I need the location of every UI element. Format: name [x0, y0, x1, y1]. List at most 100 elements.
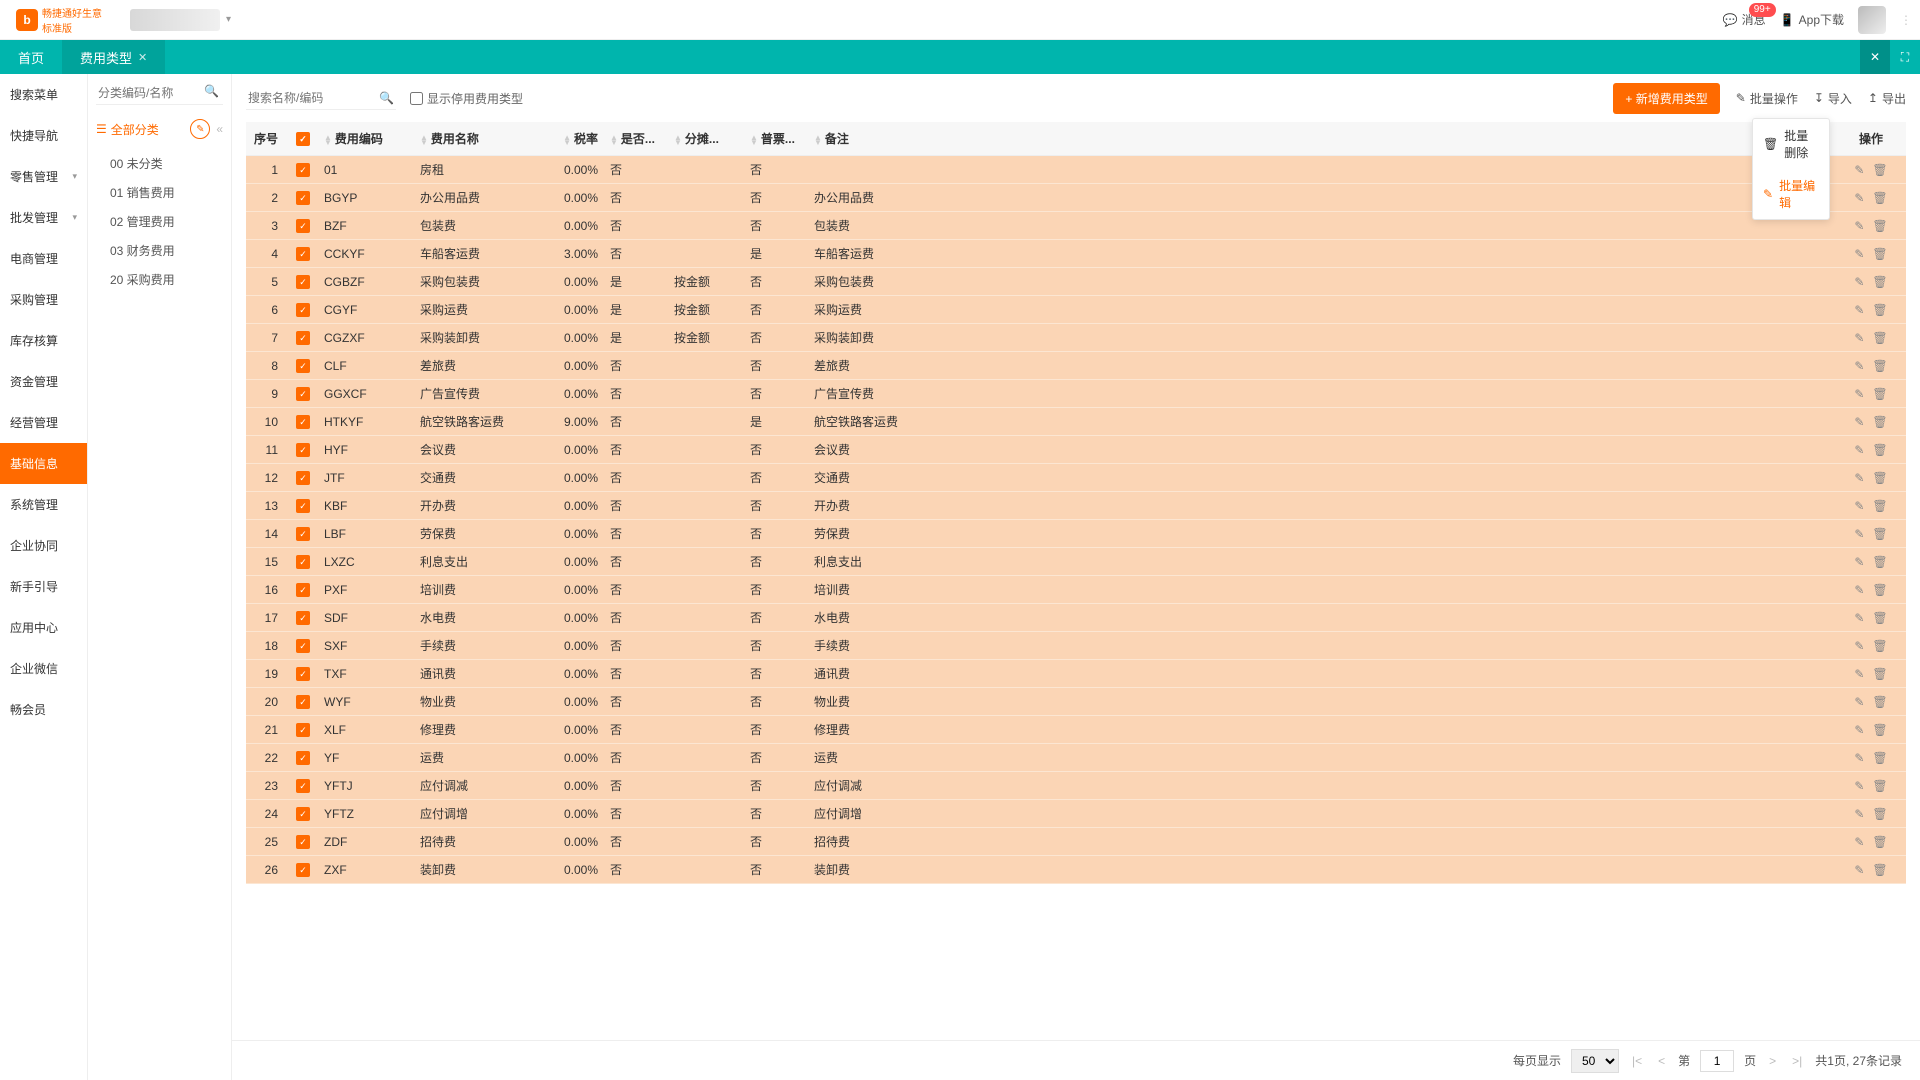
logo[interactable]: b 畅捷通好生意 标准版 — [8, 5, 110, 35]
col-note[interactable]: ▲▼备注 — [808, 122, 1836, 156]
nav-item[interactable]: 搜索菜单 — [0, 74, 87, 115]
edit-icon[interactable]: ✎ — [1854, 219, 1864, 233]
user-menu-icon[interactable]: ⋮ — [1900, 13, 1912, 27]
cell-check[interactable]: ✓ — [288, 156, 318, 184]
show-disabled-input[interactable] — [410, 92, 423, 105]
edit-icon[interactable]: ✎ — [1854, 667, 1864, 681]
nav-item[interactable]: 应用中心 — [0, 607, 87, 648]
delete-icon[interactable]: 🗑 — [1872, 555, 1887, 569]
table-row[interactable]: 21 ✓ XLF 修理费 0.00% 否 否 修理费 ✎🗑 — [246, 716, 1906, 744]
edit-categories-button[interactable]: ✎ — [190, 119, 210, 139]
delete-icon[interactable]: 🗑 — [1872, 751, 1887, 765]
table-row[interactable]: 6 ✓ CGYF 采购运费 0.00% 是 按金额 否 采购运费 ✎🗑 — [246, 296, 1906, 324]
cell-check[interactable]: ✓ — [288, 408, 318, 436]
category-item[interactable]: 20 采购费用 — [88, 265, 231, 294]
cell-check[interactable]: ✓ — [288, 268, 318, 296]
delete-icon[interactable]: 🗑 — [1872, 779, 1887, 793]
edit-icon[interactable]: ✎ — [1854, 275, 1864, 289]
table-row[interactable]: 7 ✓ CGZXF 采购装卸费 0.00% 是 按金额 否 采购装卸费 ✎🗑 — [246, 324, 1906, 352]
col-name[interactable]: ▲▼费用名称 — [414, 122, 544, 156]
checkbox-icon[interactable]: ✓ — [296, 415, 310, 429]
checkbox-icon[interactable]: ✓ — [296, 583, 310, 597]
table-row[interactable]: 10 ✓ HTKYF 航空铁路客运费 9.00% 否 是 航空铁路客运费 ✎🗑 — [246, 408, 1906, 436]
checkbox-icon[interactable]: ✓ — [296, 499, 310, 513]
table-row[interactable]: 16 ✓ PXF 培训费 0.00% 否 否 培训费 ✎🗑 — [246, 576, 1906, 604]
page-input[interactable] — [1700, 1050, 1734, 1072]
org-selector[interactable]: ▾ — [130, 9, 231, 31]
checkbox-icon[interactable]: ✓ — [296, 163, 310, 177]
table-row[interactable]: 14 ✓ LBF 劳保费 0.00% 否 否 劳保费 ✎🗑 — [246, 520, 1906, 548]
edit-icon[interactable]: ✎ — [1854, 555, 1864, 569]
cell-check[interactable]: ✓ — [288, 296, 318, 324]
cell-check[interactable]: ✓ — [288, 212, 318, 240]
edit-icon[interactable]: ✎ — [1854, 247, 1864, 261]
checkbox-icon[interactable]: ✓ — [296, 779, 310, 793]
delete-icon[interactable]: 🗑 — [1872, 667, 1887, 681]
edit-icon[interactable]: ✎ — [1854, 163, 1864, 177]
batch-edit-item[interactable]: ✎批量编辑 — [1753, 169, 1829, 219]
import-button[interactable]: ↧导入 — [1814, 90, 1852, 107]
cell-check[interactable]: ✓ — [288, 436, 318, 464]
cell-check[interactable]: ✓ — [288, 744, 318, 772]
edit-icon[interactable]: ✎ — [1854, 807, 1864, 821]
checkbox-icon[interactable]: ✓ — [296, 443, 310, 457]
edit-icon[interactable]: ✎ — [1854, 359, 1864, 373]
table-row[interactable]: 18 ✓ SXF 手续费 0.00% 否 否 手续费 ✎🗑 — [246, 632, 1906, 660]
checkbox-icon[interactable]: ✓ — [296, 835, 310, 849]
delete-icon[interactable]: 🗑 — [1872, 695, 1887, 709]
app-download-button[interactable]: 📱 App下载 — [1780, 11, 1844, 28]
edit-icon[interactable]: ✎ — [1854, 639, 1864, 653]
checkbox-icon[interactable]: ✓ — [296, 807, 310, 821]
nav-item[interactable]: 企业微信 — [0, 648, 87, 689]
next-page-button[interactable]: > — [1766, 1054, 1779, 1068]
delete-icon[interactable]: 🗑 — [1872, 807, 1887, 821]
table-row[interactable]: 23 ✓ YFTJ 应付调减 0.00% 否 否 应付调减 ✎🗑 — [246, 772, 1906, 800]
edit-icon[interactable]: ✎ — [1854, 415, 1864, 429]
checkbox-icon[interactable]: ✓ — [296, 667, 310, 681]
checkbox-icon[interactable]: ✓ — [296, 303, 310, 317]
checkbox-icon[interactable]: ✓ — [296, 751, 310, 765]
nav-item[interactable]: 批发管理▾ — [0, 197, 87, 238]
col-check-all[interactable]: ✓ — [288, 122, 318, 156]
cell-check[interactable]: ✓ — [288, 464, 318, 492]
last-page-button[interactable]: >| — [1789, 1054, 1805, 1068]
checkbox-icon[interactable]: ✓ — [296, 247, 310, 261]
col-seq[interactable]: 序号 — [246, 122, 288, 156]
messages-button[interactable]: 💬 消息 99+ — [1723, 11, 1766, 28]
delete-icon[interactable]: 🗑 — [1872, 443, 1887, 457]
table-row[interactable]: 15 ✓ LXZC 利息支出 0.00% 否 否 利息支出 ✎🗑 — [246, 548, 1906, 576]
export-button[interactable]: ↥导出 — [1868, 90, 1906, 107]
table-row[interactable]: 11 ✓ HYF 会议费 0.00% 否 否 会议费 ✎🗑 — [246, 436, 1906, 464]
tab-home[interactable]: 首页 — [0, 40, 62, 74]
nav-item[interactable]: 新手引导 — [0, 566, 87, 607]
search-input[interactable] — [246, 87, 396, 110]
search-icon[interactable]: 🔍 — [204, 84, 219, 98]
edit-icon[interactable]: ✎ — [1854, 471, 1864, 485]
checkbox-icon[interactable]: ✓ — [296, 611, 310, 625]
delete-icon[interactable]: 🗑 — [1872, 639, 1887, 653]
checkbox-icon[interactable]: ✓ — [296, 219, 310, 233]
check-all-icon[interactable]: ✓ — [296, 132, 310, 146]
checkbox-icon[interactable]: ✓ — [296, 555, 310, 569]
category-item[interactable]: 02 管理费用 — [88, 207, 231, 236]
cell-check[interactable]: ✓ — [288, 240, 318, 268]
nav-item[interactable]: 资金管理 — [0, 361, 87, 402]
edit-icon[interactable]: ✎ — [1854, 331, 1864, 345]
table-row[interactable]: 9 ✓ GGXCF 广告宣传费 0.00% 否 否 广告宣传费 ✎🗑 — [246, 380, 1906, 408]
col-share[interactable]: ▲▼分摊... — [668, 122, 744, 156]
delete-icon[interactable]: 🗑 — [1872, 835, 1887, 849]
cell-check[interactable]: ✓ — [288, 828, 318, 856]
cell-check[interactable]: ✓ — [288, 800, 318, 828]
cell-check[interactable]: ✓ — [288, 576, 318, 604]
nav-item[interactable]: 畅会员 — [0, 689, 87, 730]
edit-icon[interactable]: ✎ — [1854, 583, 1864, 597]
delete-icon[interactable]: 🗑 — [1872, 499, 1887, 513]
delete-icon[interactable]: 🗑 — [1872, 303, 1887, 317]
edit-icon[interactable]: ✎ — [1854, 499, 1864, 513]
delete-icon[interactable]: 🗑 — [1872, 359, 1887, 373]
nav-item[interactable]: 电商管理 — [0, 238, 87, 279]
nav-item[interactable]: 系统管理 — [0, 484, 87, 525]
delete-icon[interactable]: 🗑 — [1872, 863, 1887, 877]
delete-icon[interactable]: 🗑 — [1872, 583, 1887, 597]
edit-icon[interactable]: ✎ — [1854, 695, 1864, 709]
